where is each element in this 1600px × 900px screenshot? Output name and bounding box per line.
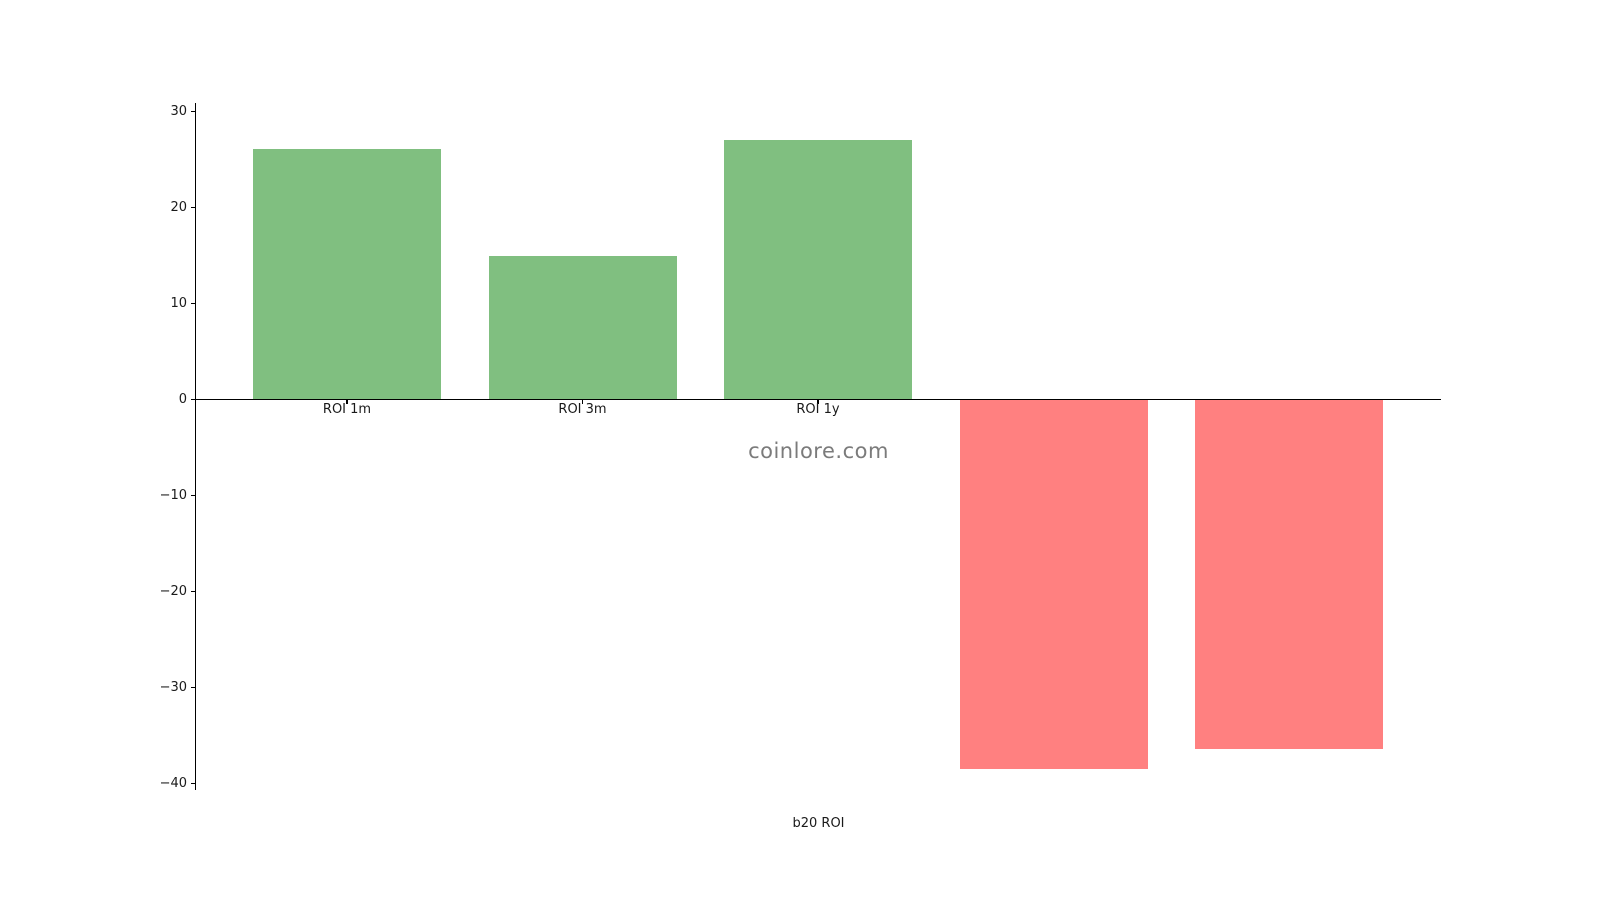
x-axis-zero-line	[195, 398, 1441, 400]
bar	[724, 140, 912, 400]
x-tick-label: ROI 1m	[322, 401, 372, 417]
y-tick-label: 10	[170, 296, 187, 311]
x-tick-mark	[346, 399, 348, 404]
y-tick-mark	[191, 206, 196, 209]
y-tick-mark	[191, 398, 196, 401]
y-tick-label: −40	[159, 776, 187, 791]
x-tick-mark	[817, 399, 819, 404]
x-axis-title: b20 ROI	[792, 816, 845, 831]
watermark-text: coinlore.com	[748, 439, 889, 463]
y-tick-mark	[191, 686, 196, 689]
y-axis-spine	[195, 103, 197, 790]
bar	[253, 148, 441, 400]
y-tick-mark	[191, 494, 196, 497]
x-tick-mark	[581, 399, 584, 404]
y-tick-label: −30	[159, 680, 187, 695]
y-tick-mark	[191, 782, 196, 785]
y-tick-label: 20	[170, 200, 187, 215]
y-tick-mark	[191, 110, 196, 113]
y-tick-mark	[191, 590, 196, 593]
bar	[1195, 399, 1383, 749]
x-tick-label: ROI 3m	[558, 401, 607, 417]
y-tick-label: −10	[159, 488, 187, 503]
bar	[488, 256, 677, 400]
y-tick-label: 0	[178, 392, 187, 407]
y-tick-mark	[191, 302, 196, 305]
y-tick-label: −20	[159, 584, 187, 599]
y-tick-label: 30	[170, 104, 187, 119]
bar	[959, 399, 1148, 770]
x-tick-label: ROI 1y	[796, 401, 840, 417]
